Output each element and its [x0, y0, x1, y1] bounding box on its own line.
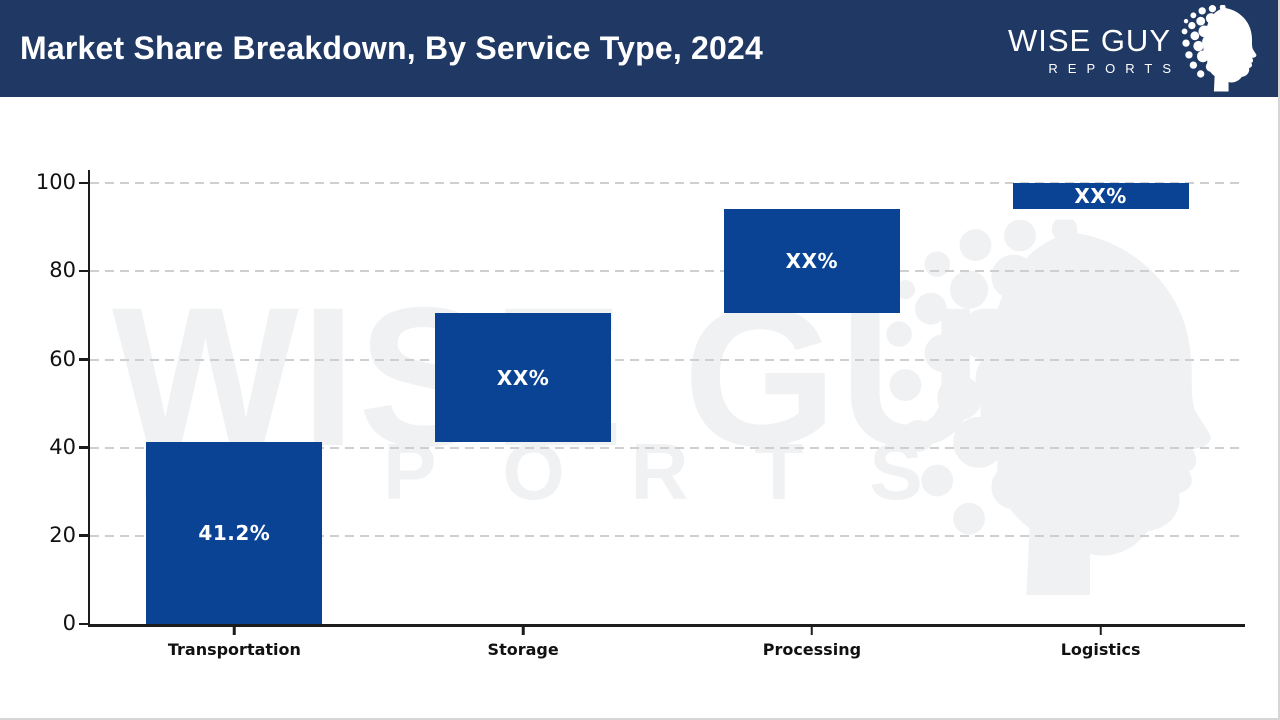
y-tick-mark-0: [79, 622, 88, 625]
bar-value-label: XX%: [785, 249, 839, 274]
page-title: Market Share Breakdown, By Service Type,…: [20, 30, 763, 66]
y-tick-mark-80: [79, 269, 88, 273]
brand-name: WISE GUY: [1007, 23, 1171, 59]
gridline-y-20: [90, 534, 1245, 537]
x-tick-mark-storage: [521, 627, 525, 635]
bar-value-label: 41.2%: [198, 521, 271, 546]
y-tick-label-100: 100: [35, 170, 76, 195]
x-tick-label-transportation: Transportation: [167, 640, 301, 659]
y-tick-label-60: 60: [49, 346, 76, 371]
y-tick-mark-60: [79, 358, 88, 361]
bar-logistics: XX%: [1012, 183, 1189, 209]
brand-subname: REPORTS: [1048, 60, 1181, 76]
header-bar: Market Share Breakdown, By Service Type,…: [0, 0, 1278, 97]
x-tick-label-processing: Processing: [762, 640, 862, 659]
gridline-y-60: [90, 358, 1245, 361]
x-tick-mark-processing: [810, 627, 814, 635]
y-tick-label-20: 20: [49, 522, 76, 547]
y-tick-mark-20: [79, 534, 88, 537]
y-tick-mark-100: [79, 181, 88, 185]
gridline-y-80: [90, 270, 1245, 273]
bar-storage: XX%: [435, 313, 612, 443]
bar-value-label: XX%: [1074, 184, 1127, 209]
x-tick-label-logistics: Logistics: [1060, 640, 1141, 659]
bar-transportation: 41.2%: [146, 442, 323, 624]
gridline-y-100: [90, 182, 1245, 185]
x-tick-mark-transportation: [233, 627, 236, 635]
wiseguy-head-icon: [1173, 5, 1268, 93]
y-tick-mark-40: [79, 446, 88, 449]
x-tick-mark-logistics: [1099, 627, 1102, 635]
y-tick-label-0: 0: [62, 611, 76, 635]
y-tick-label-80: 80: [49, 258, 76, 283]
y-tick-label-40: 40: [49, 434, 76, 459]
gridline-y-40: [90, 446, 1245, 449]
bar-value-label: XX%: [496, 365, 550, 390]
brand-logo-text: WISE GUY REPORTS: [1008, 25, 1171, 76]
bar-processing: XX%: [723, 208, 900, 314]
brand-logo: WISE GUY REPORTS: [1008, 0, 1268, 97]
plot-area: 0 20 40 60 80 100 41.2% Transportation XX% Storag…: [36, 170, 1245, 659]
x-tick-label-storage: Storage: [487, 640, 559, 659]
